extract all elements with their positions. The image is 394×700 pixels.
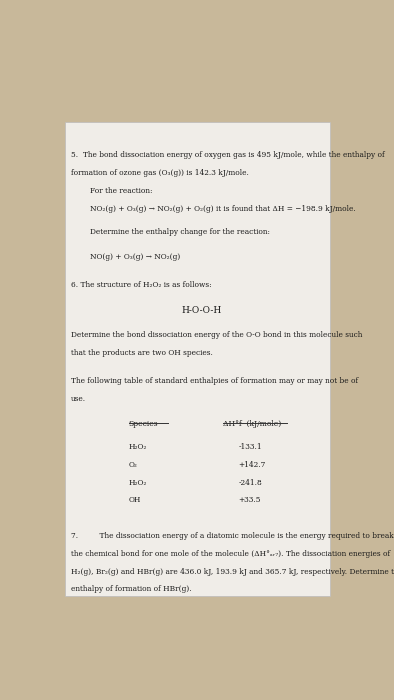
Text: formation of ozone gas (O₃(g)) is 142.3 kJ/mole.: formation of ozone gas (O₃(g)) is 142.3 … [71, 169, 249, 177]
Text: OH: OH [128, 496, 141, 505]
Text: Determine the enthalpy change for the reaction:: Determine the enthalpy change for the re… [71, 228, 269, 236]
Text: -241.8: -241.8 [238, 479, 262, 486]
Text: the chemical bond for one mole of the molecule (ΔH°ₐᵣ₇). The dissociation energi: the chemical bond for one mole of the mo… [71, 550, 390, 558]
Text: use.: use. [71, 395, 86, 403]
Text: H₂O₂: H₂O₂ [128, 443, 147, 451]
Text: that the products are two OH species.: that the products are two OH species. [71, 349, 212, 357]
Text: ΔH°f  (kJ/mole): ΔH°f (kJ/mole) [223, 420, 282, 428]
Text: enthalpy of formation of HBr(g).: enthalpy of formation of HBr(g). [71, 585, 191, 594]
Text: 5.  The bond dissociation energy of oxygen gas is 495 kJ/mole, while the enthalp: 5. The bond dissociation energy of oxyge… [71, 151, 384, 160]
Text: 6. The structure of H₂O₂ is as follows:: 6. The structure of H₂O₂ is as follows: [71, 281, 211, 289]
Text: +142.7: +142.7 [238, 461, 266, 469]
Text: The following table of standard enthalpies of formation may or may not be of: The following table of standard enthalpi… [71, 377, 358, 385]
Text: H₂O₂: H₂O₂ [128, 479, 147, 486]
Text: H₂(g), Br₂(g) and HBr(g) are 436.0 kJ, 193.9 kJ and 365.7 kJ, respectively. Dete: H₂(g), Br₂(g) and HBr(g) are 436.0 kJ, 1… [71, 568, 394, 575]
Text: +33.5: +33.5 [238, 496, 261, 505]
Text: H-O-O-H: H-O-O-H [182, 306, 222, 315]
Text: NO₂(g) + O₃(g) → NO₂(g) + O₂(g) it is found that ΔH = −198.9 kJ/mole.: NO₂(g) + O₃(g) → NO₂(g) + O₂(g) it is fo… [71, 204, 355, 213]
Text: -133.1: -133.1 [238, 443, 262, 451]
Text: Species: Species [128, 420, 158, 428]
Text: 7.         The dissociation energy of a diatomic molecule is the energy required: 7. The dissociation energy of a diatomic… [71, 532, 393, 540]
FancyBboxPatch shape [65, 122, 330, 596]
Text: Determine the bond dissociation energy of the O-O bond in this molecule such: Determine the bond dissociation energy o… [71, 331, 362, 339]
Text: For the reaction:: For the reaction: [71, 187, 152, 195]
Text: O₂: O₂ [128, 461, 138, 469]
Text: NO(g) + O₃(g) → NO₂(g): NO(g) + O₃(g) → NO₂(g) [71, 253, 180, 261]
